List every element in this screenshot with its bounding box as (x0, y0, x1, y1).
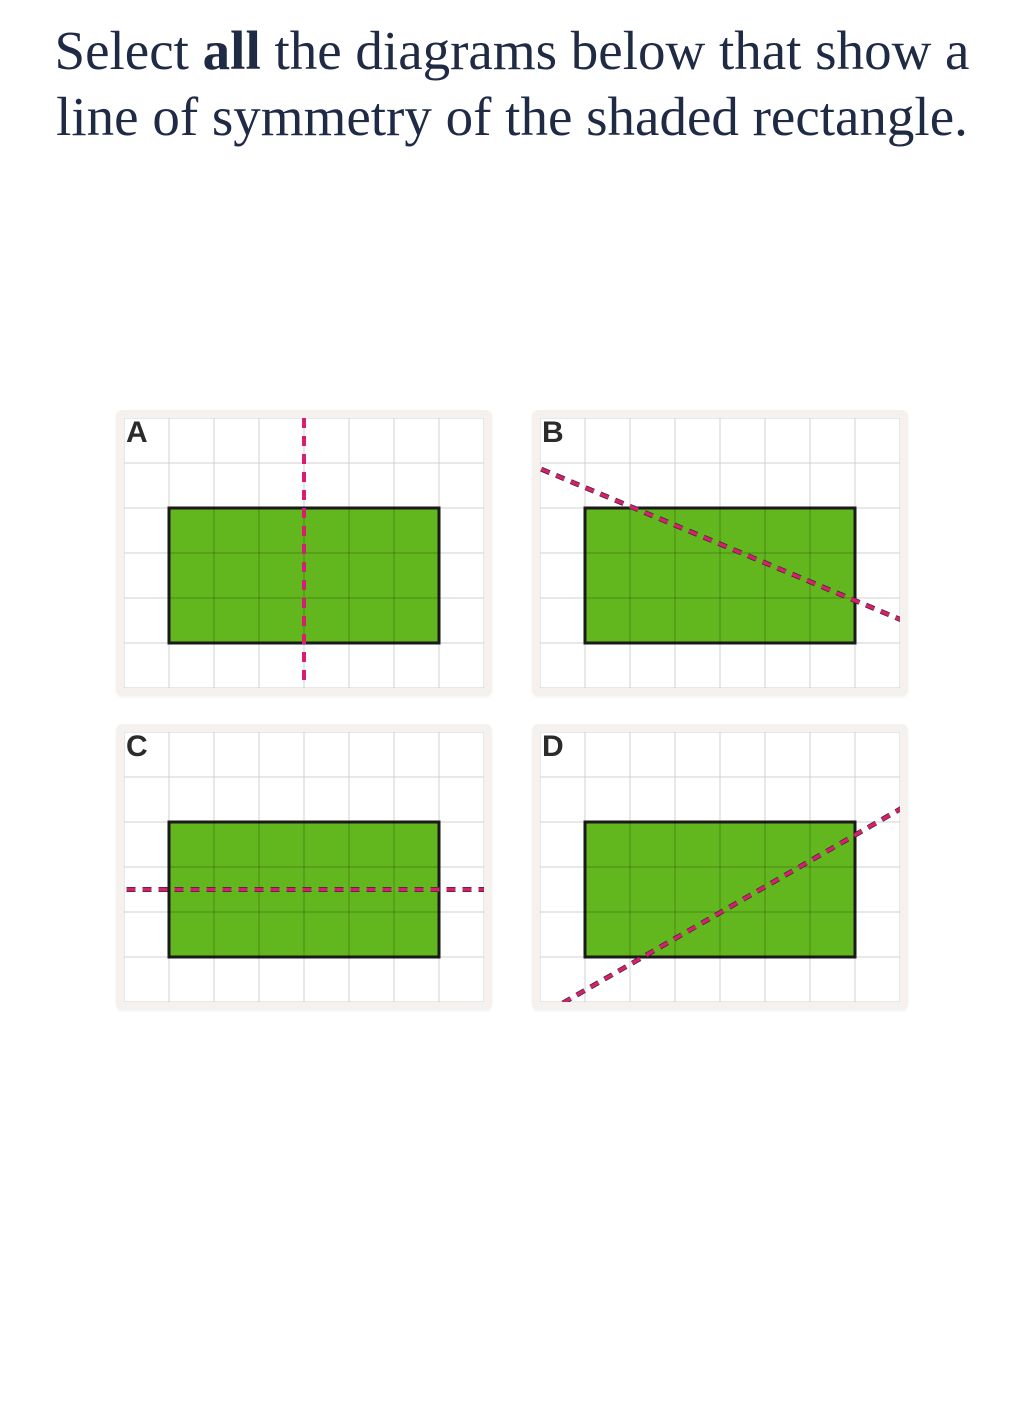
diagram-svg (540, 418, 900, 688)
question-bold: all (203, 20, 261, 81)
diagram-svg (124, 732, 484, 1002)
diagram-option-a[interactable]: A (116, 410, 492, 696)
diagram-svg (124, 418, 484, 688)
diagram-grid: A B C D (0, 410, 1024, 1010)
diagram-svg (540, 732, 900, 1002)
question-prefix: Select (55, 20, 203, 81)
diagram-label: A (126, 416, 148, 450)
diagram-option-c[interactable]: C (116, 724, 492, 1010)
diagram-label: D (542, 730, 564, 764)
diagram-label: B (542, 416, 564, 450)
diagram-option-d[interactable]: D (532, 724, 908, 1010)
diagram-label: C (126, 730, 148, 764)
question-text: Select all the diagrams below that show … (0, 0, 1024, 150)
diagram-option-b[interactable]: B (532, 410, 908, 696)
